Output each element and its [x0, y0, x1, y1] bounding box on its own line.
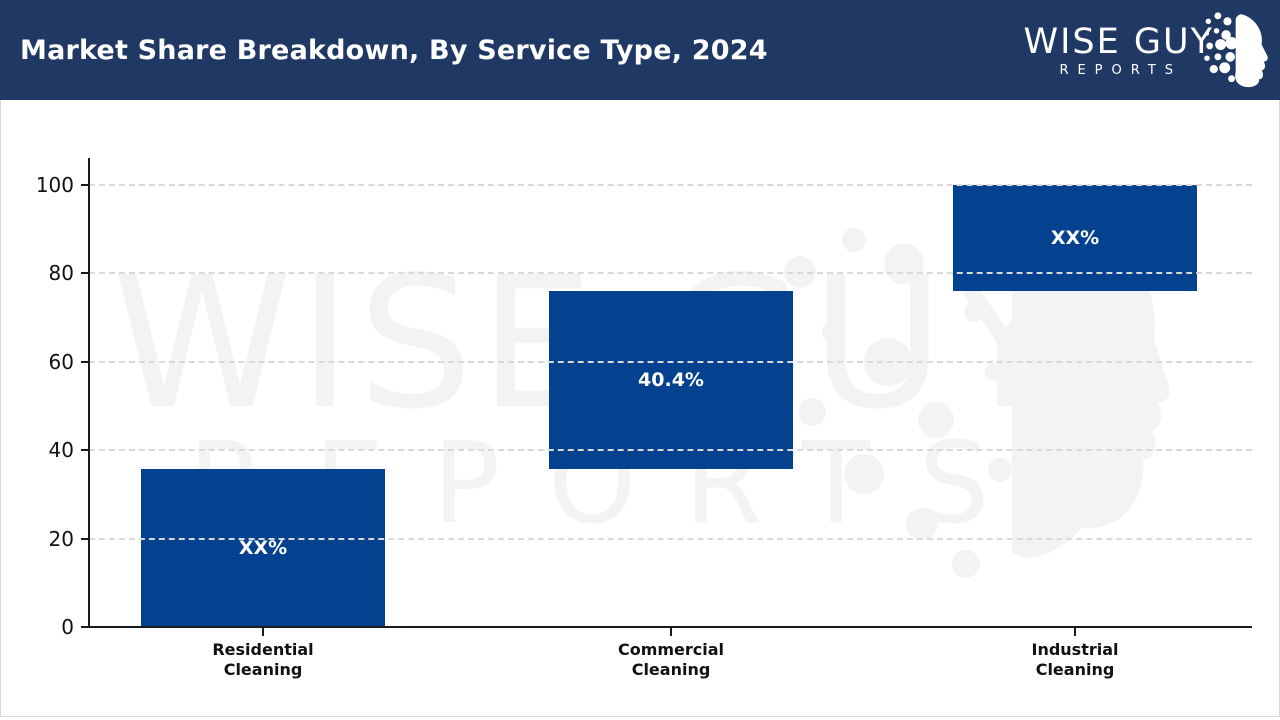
wiseguy-face-icon: [1204, 12, 1268, 88]
x-category-label-industrial: Industrial Cleaning: [1031, 640, 1119, 679]
x-axis: [88, 626, 1252, 628]
bar-commercial-cleaning: 40.4%: [549, 290, 793, 470]
bar-value-label: 40.4%: [638, 368, 704, 391]
logo-subtitle-text: REPORTS: [1059, 62, 1183, 78]
logo-title-text: WISE GUY: [1023, 21, 1214, 62]
page-title: Market Share Breakdown, By Service Type,…: [20, 34, 768, 66]
wiseguy-logo-wordmark: WISE GUY REPORTS: [1023, 23, 1214, 78]
wiseguy-logo: WISE GUY REPORTS: [1023, 8, 1272, 92]
header: Market Share Breakdown, By Service Type,…: [0, 0, 1280, 100]
x-category-label-residential: Residential Cleaning: [212, 640, 314, 679]
bar-value-label: XX%: [1050, 226, 1100, 249]
bar-industrial-cleaning: XX%: [953, 185, 1197, 291]
bar-value-label: XX%: [238, 537, 288, 560]
y-axis: [88, 158, 90, 628]
x-category-label-commercial: Commercial Cleaning: [617, 640, 725, 679]
bar-residential-cleaning: XX%: [141, 469, 385, 627]
